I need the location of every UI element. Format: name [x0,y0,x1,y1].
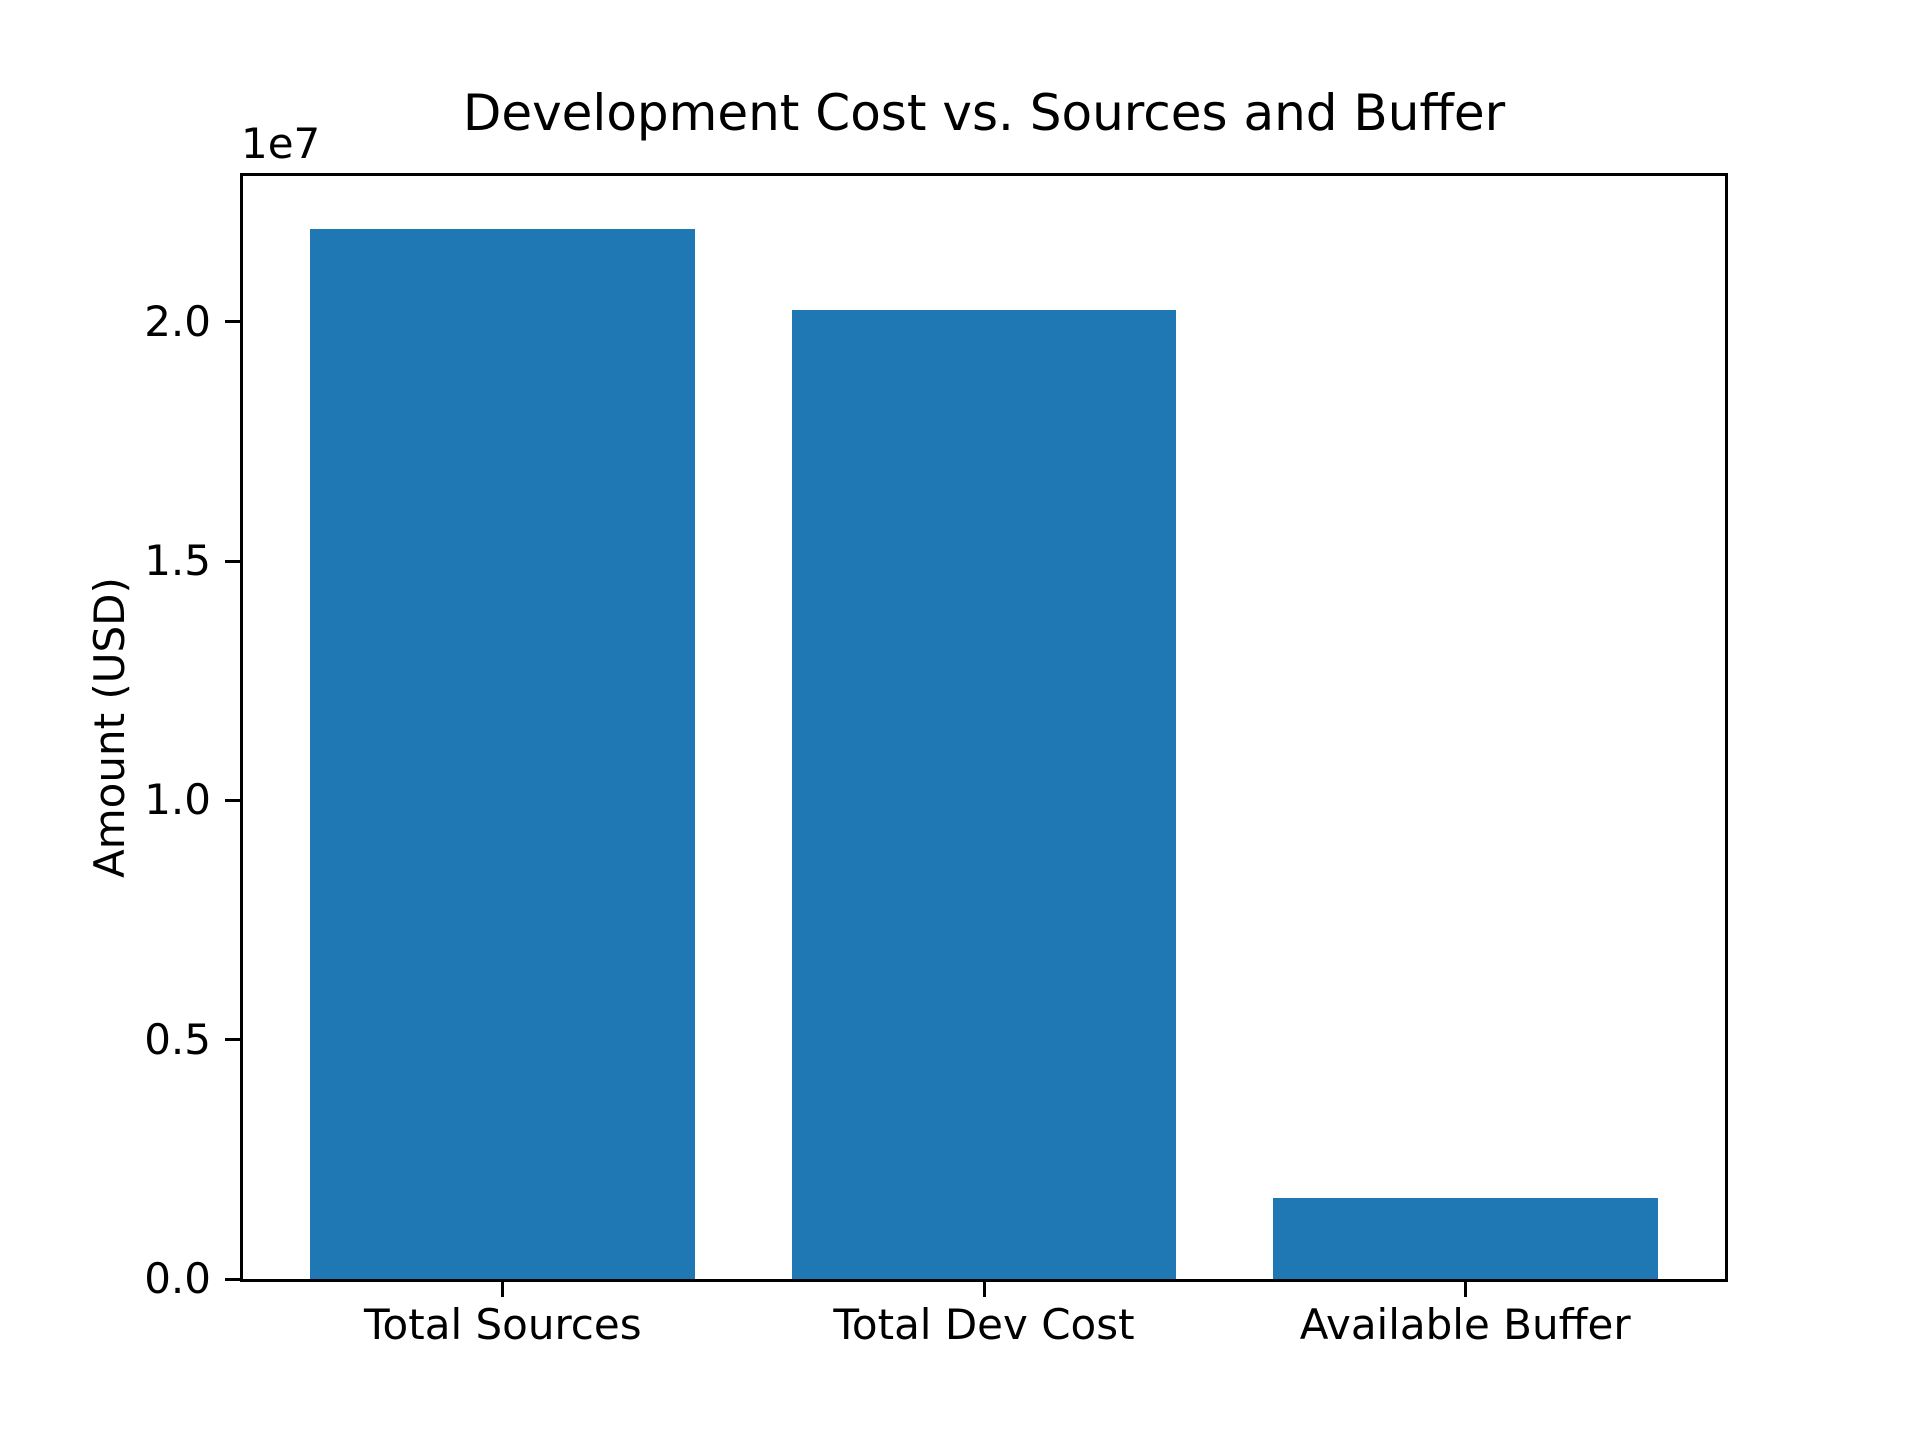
y-tick-mark [225,1038,240,1042]
bar-available-buffer [1272,1197,1658,1279]
x-tick-label-total-sources: Total Sources [364,1300,642,1349]
bar-total-dev-cost [791,309,1177,1279]
chart-title: Development Cost vs. Sources and Buffer [462,84,1506,142]
y-tick-label: 1.0 [144,775,211,825]
x-tick-label-available-buffer: Available Buffer [1299,1300,1631,1349]
y-tick-label: 0.0 [144,1254,211,1303]
y-tick-label: 1.5 [144,536,211,586]
y-axis-offset-text: 1e7 [241,119,321,168]
y-tick-mark [225,320,240,324]
plot-area [240,173,1728,1282]
y-tick-mark [225,798,240,802]
x-tick-mark [982,1282,986,1297]
y-tick-mark [225,559,240,563]
bars-layer [243,176,1725,1279]
y-tick-mark [225,1277,240,1281]
y-tick-label: 0.5 [144,1014,211,1064]
x-tick-label-total-dev-cost: Total Dev Cost [833,1300,1135,1349]
bar-total-sources [310,228,696,1279]
x-tick-mark [1463,1282,1467,1297]
x-tick-mark [501,1282,505,1297]
y-tick-label: 2.0 [144,296,211,346]
